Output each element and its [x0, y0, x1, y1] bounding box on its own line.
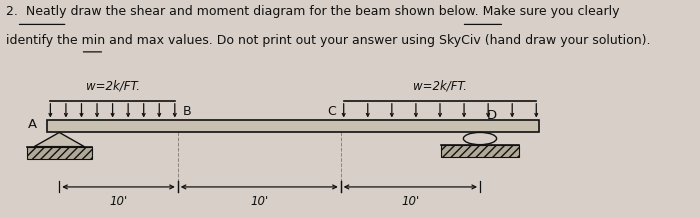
Bar — [27, 147, 92, 159]
Text: identify the min and max values. Do not print out your answer using SkyCiv (hand: identify the min and max values. Do not … — [6, 34, 650, 47]
Bar — [48, 121, 539, 133]
Polygon shape — [34, 133, 84, 147]
Text: w=2k/FT.: w=2k/FT. — [85, 79, 139, 92]
Text: A: A — [27, 118, 36, 131]
Text: C: C — [327, 105, 336, 118]
Text: 10': 10' — [401, 195, 419, 208]
Text: B: B — [183, 105, 191, 118]
Circle shape — [463, 133, 496, 145]
Text: 10': 10' — [109, 195, 127, 208]
Bar — [442, 145, 519, 157]
Text: 10': 10' — [250, 195, 268, 208]
Text: w=2k/FT.: w=2k/FT. — [413, 79, 467, 92]
Text: 2.  Neatly draw the shear and moment diagram for the beam shown below. Make sure: 2. Neatly draw the shear and moment diag… — [6, 5, 620, 19]
Text: D: D — [487, 109, 497, 122]
